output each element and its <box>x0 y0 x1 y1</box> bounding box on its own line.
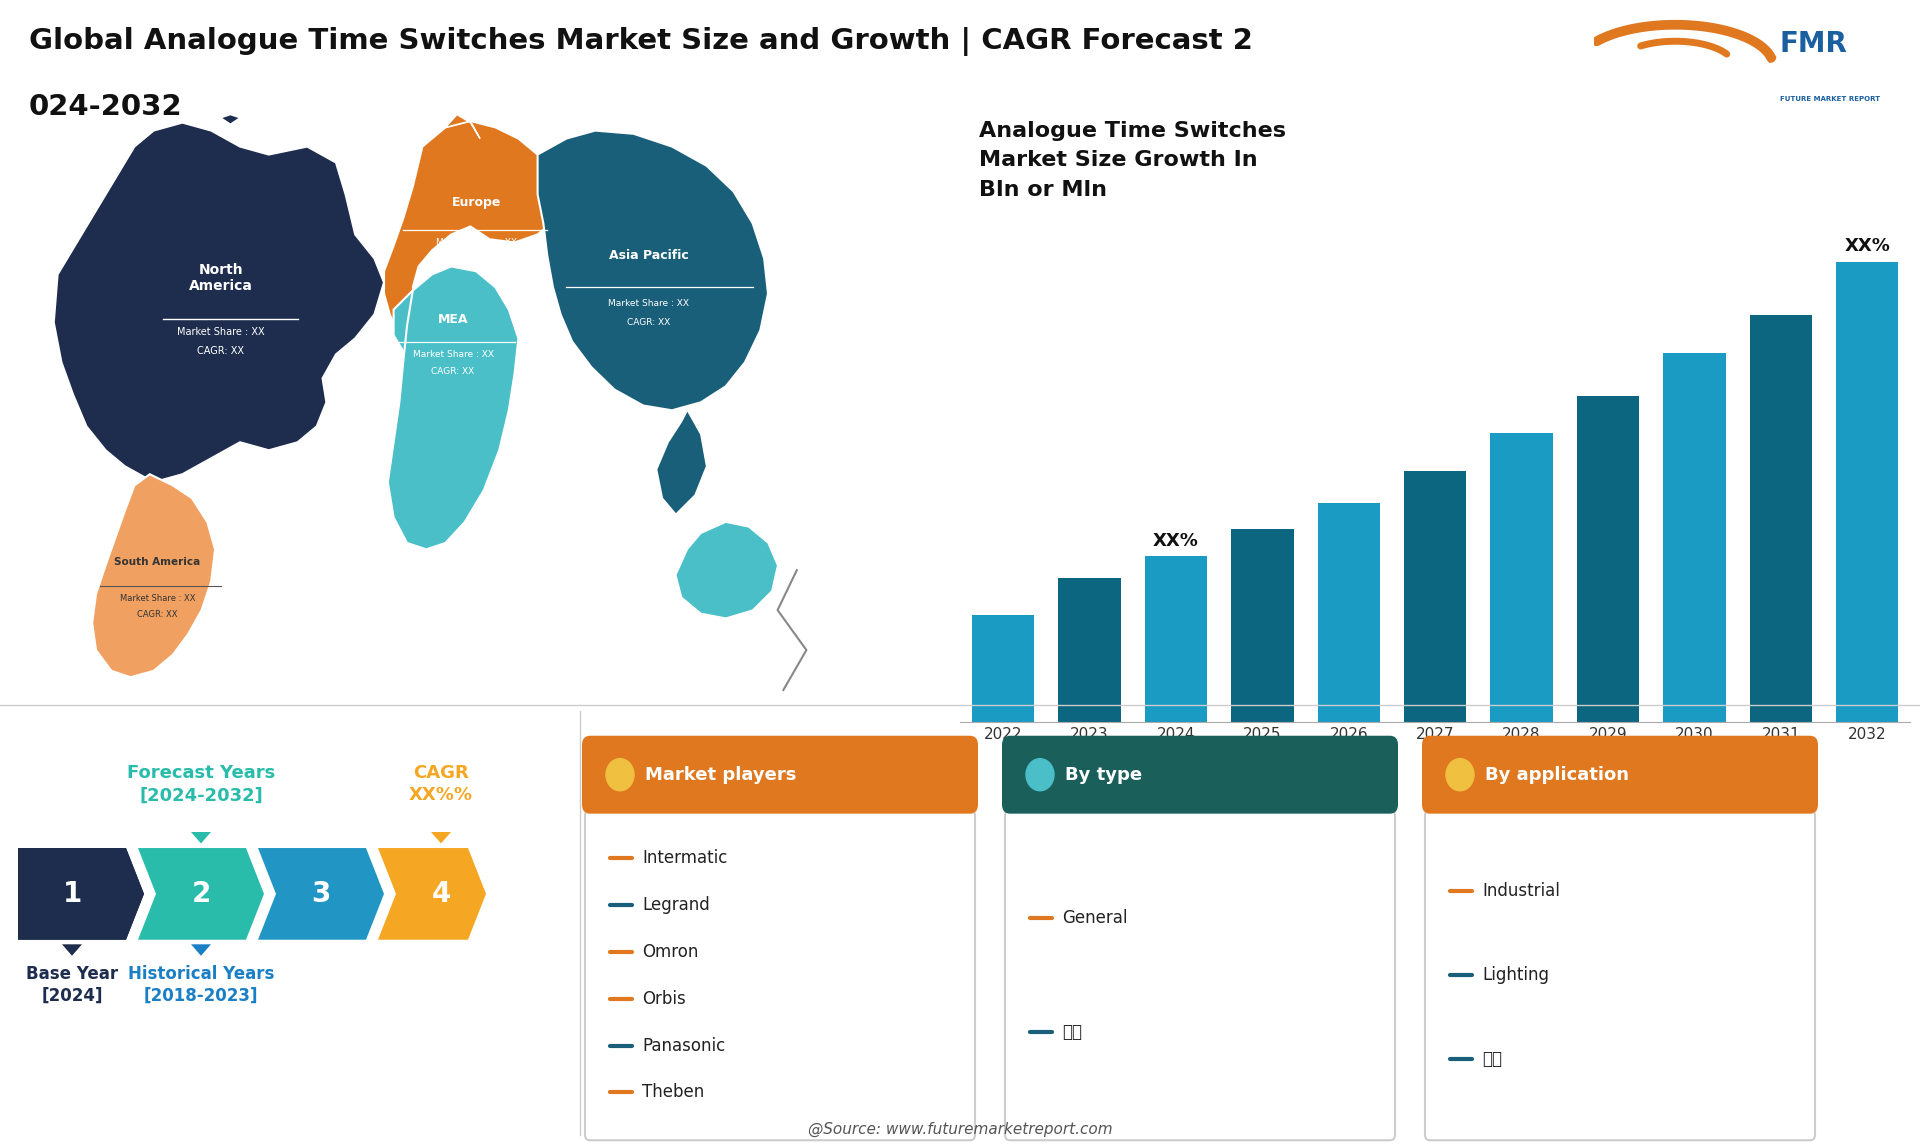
Polygon shape <box>538 131 768 410</box>
Polygon shape <box>221 115 240 124</box>
Circle shape <box>1025 759 1054 791</box>
Bar <box>1836 261 1899 722</box>
Bar <box>1144 556 1208 722</box>
Text: Europe: Europe <box>451 196 501 209</box>
Text: Orbis: Orbis <box>641 990 685 1007</box>
Text: Theben: Theben <box>641 1083 705 1101</box>
Polygon shape <box>430 832 451 843</box>
Polygon shape <box>657 410 707 515</box>
Text: South America: South America <box>115 557 200 567</box>
Text: MEA: MEA <box>438 313 468 325</box>
Text: General: General <box>1062 910 1127 927</box>
Text: Market Share : XX: Market Share : XX <box>436 238 516 248</box>
Polygon shape <box>388 266 518 549</box>
Text: Industrial: Industrial <box>1482 882 1559 901</box>
Text: CAGR: XX: CAGR: XX <box>136 611 179 619</box>
Text: Intermatic: Intermatic <box>641 849 728 868</box>
FancyBboxPatch shape <box>1002 736 1398 814</box>
FancyBboxPatch shape <box>1004 810 1396 1140</box>
Polygon shape <box>445 115 480 139</box>
Text: 小型: 小型 <box>1062 1023 1083 1041</box>
Text: Historical Years
[2018-2023]: Historical Years [2018-2023] <box>129 965 275 1005</box>
Text: Analogue Time Switches
Market Size Growth In
Bln or Mln: Analogue Time Switches Market Size Growt… <box>979 120 1286 199</box>
Bar <box>1404 471 1467 722</box>
Bar <box>1490 433 1553 722</box>
Polygon shape <box>190 832 211 843</box>
Bar <box>1058 578 1121 722</box>
Polygon shape <box>61 944 83 956</box>
FancyBboxPatch shape <box>582 736 977 814</box>
Text: Market Share : XX: Market Share : XX <box>609 299 689 308</box>
Text: 1: 1 <box>61 880 83 908</box>
Text: Market Share : XX: Market Share : XX <box>413 350 493 359</box>
Text: Omron: Omron <box>641 943 699 960</box>
Text: CAGR: XX: CAGR: XX <box>432 368 474 376</box>
Text: 3: 3 <box>311 880 330 908</box>
Text: CAGR
XX%%: CAGR XX%% <box>409 764 472 804</box>
Text: Market Share : XX: Market Share : XX <box>177 327 265 337</box>
Polygon shape <box>676 523 778 618</box>
Bar <box>972 615 1035 722</box>
Text: XX%: XX% <box>1154 532 1198 550</box>
Polygon shape <box>257 848 384 940</box>
Circle shape <box>607 759 634 791</box>
Polygon shape <box>17 848 144 940</box>
Text: Asia Pacific: Asia Pacific <box>609 249 689 261</box>
Text: 小型: 小型 <box>1482 1050 1501 1068</box>
Text: Forecast Years
[2024-2032]: Forecast Years [2024-2032] <box>127 764 275 804</box>
Text: Base Year
[2024]: Base Year [2024] <box>27 965 117 1005</box>
Text: By type: By type <box>1066 766 1142 784</box>
Polygon shape <box>92 474 215 677</box>
Polygon shape <box>378 848 486 940</box>
Polygon shape <box>54 123 384 482</box>
FancyBboxPatch shape <box>1423 736 1818 814</box>
Text: Legrand: Legrand <box>641 896 710 915</box>
Text: Market Share : XX: Market Share : XX <box>119 595 196 604</box>
Polygon shape <box>17 848 144 940</box>
Text: Market players: Market players <box>645 766 797 784</box>
Text: CAGR: XX: CAGR: XX <box>455 257 497 266</box>
Bar <box>1576 395 1640 722</box>
Text: CAGR: XX: CAGR: XX <box>628 317 670 327</box>
Polygon shape <box>394 266 509 374</box>
Bar <box>1317 503 1380 722</box>
Bar <box>1749 315 1812 722</box>
Text: CAGR: XX: CAGR: XX <box>198 346 244 356</box>
FancyBboxPatch shape <box>1425 810 1814 1140</box>
Text: 4: 4 <box>432 880 451 908</box>
Bar <box>1663 353 1726 722</box>
Polygon shape <box>138 848 265 940</box>
Text: FMR: FMR <box>1780 30 1847 58</box>
Circle shape <box>1446 759 1475 791</box>
Text: 024-2032: 024-2032 <box>29 93 182 121</box>
Text: Panasonic: Panasonic <box>641 1036 726 1054</box>
Text: By application: By application <box>1484 766 1628 784</box>
FancyBboxPatch shape <box>586 810 975 1140</box>
Text: XX%: XX% <box>1845 237 1889 256</box>
Bar <box>1231 529 1294 722</box>
Text: FUTURE MARKET REPORT: FUTURE MARKET REPORT <box>1780 96 1880 102</box>
Text: Global Analogue Time Switches Market Size and Growth | CAGR Forecast 2: Global Analogue Time Switches Market Siz… <box>29 26 1252 56</box>
Text: 1: 1 <box>61 880 83 908</box>
Text: North
America: North America <box>188 262 253 292</box>
Polygon shape <box>190 944 211 956</box>
Polygon shape <box>384 121 566 358</box>
Text: 2: 2 <box>192 880 211 908</box>
Text: Lighting: Lighting <box>1482 966 1549 984</box>
Text: @Source: www.futuremarketreport.com: @Source: www.futuremarketreport.com <box>808 1122 1112 1137</box>
